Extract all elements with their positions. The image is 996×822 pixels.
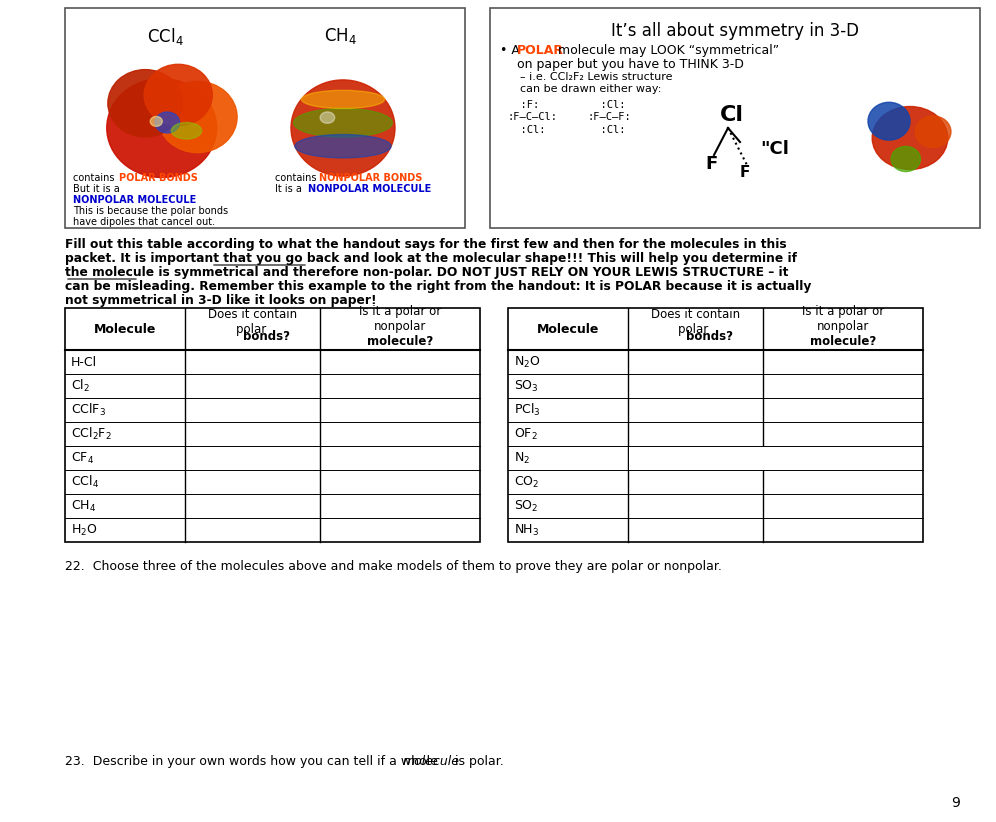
Ellipse shape — [150, 117, 162, 127]
Text: Cl$_2$: Cl$_2$ — [71, 378, 90, 394]
Text: POLAR BONDS: POLAR BONDS — [119, 173, 198, 183]
Text: This is because the polar bonds: This is because the polar bonds — [73, 206, 228, 216]
Text: SO$_3$: SO$_3$ — [514, 378, 539, 394]
Ellipse shape — [872, 107, 948, 169]
Text: PCl$_3$: PCl$_3$ — [514, 402, 541, 418]
Ellipse shape — [302, 90, 384, 109]
Text: CH$_4$: CH$_4$ — [324, 26, 357, 46]
Text: • A: • A — [500, 44, 524, 57]
Bar — [65, 308, 480, 542]
Text: the molecule is symmetrical and therefore non-polar. DO NOT JUST RELY ON YOUR LE: the molecule is symmetrical and therefor… — [65, 266, 789, 279]
Ellipse shape — [107, 78, 217, 178]
Ellipse shape — [868, 102, 910, 140]
Text: 9: 9 — [951, 796, 960, 810]
Text: 23.  Describe in your own words how you can tell if a whole: 23. Describe in your own words how you c… — [65, 755, 442, 768]
Ellipse shape — [295, 135, 391, 158]
Text: Cl: Cl — [720, 105, 744, 125]
Text: F: F — [705, 155, 717, 173]
Ellipse shape — [320, 112, 335, 123]
Text: Fill out this table according to what the handout says for the first few and the: Fill out this table according to what th… — [65, 238, 787, 251]
Text: It’s all about symmetry in 3-D: It’s all about symmetry in 3-D — [611, 22, 859, 40]
Ellipse shape — [915, 116, 951, 147]
Text: CCl$_2$F$_2$: CCl$_2$F$_2$ — [71, 426, 112, 442]
Text: molecule?: molecule? — [810, 335, 876, 348]
Text: 22.  Choose three of the molecules above and make models of them to prove they a: 22. Choose three of the molecules above … — [65, 560, 722, 573]
Text: CH$_4$: CH$_4$ — [71, 498, 97, 514]
Text: Is it a polar or
nonpolar: Is it a polar or nonpolar — [802, 305, 884, 333]
Text: – i.e. CCl₂F₂ Lewis structure: – i.e. CCl₂F₂ Lewis structure — [520, 72, 672, 82]
Text: bonds?: bonds? — [686, 330, 733, 343]
Text: molecule?: molecule? — [367, 335, 433, 348]
Text: NONPOLAR BONDS: NONPOLAR BONDS — [319, 173, 422, 183]
Text: N$_2$O: N$_2$O — [514, 354, 541, 370]
Ellipse shape — [891, 146, 920, 172]
Text: But it is a: But it is a — [73, 184, 120, 194]
Bar — [490, 8, 980, 228]
Text: N$_2$: N$_2$ — [514, 450, 530, 465]
Text: OF$_2$: OF$_2$ — [514, 427, 538, 441]
Ellipse shape — [171, 122, 201, 139]
Text: CF$_4$: CF$_4$ — [71, 450, 94, 465]
Text: :F:
:F–C–Cl:
  :Cl:: :F: :F–C–Cl: :Cl: — [508, 100, 558, 135]
Text: molecule may LOOK “symmetrical”: molecule may LOOK “symmetrical” — [554, 44, 779, 57]
Ellipse shape — [144, 64, 212, 126]
Text: bonds?: bonds? — [243, 330, 290, 343]
Text: can be drawn either way:: can be drawn either way: — [520, 84, 661, 94]
Text: CCl$_4$: CCl$_4$ — [146, 26, 183, 47]
Bar — [629, 446, 922, 469]
Ellipse shape — [294, 109, 392, 137]
Text: contains: contains — [73, 173, 118, 183]
Text: Molecule: Molecule — [94, 322, 156, 335]
Text: "Cl: "Cl — [760, 140, 789, 158]
Text: POLAR: POLAR — [517, 44, 564, 57]
Bar — [65, 8, 465, 228]
Text: CCl$_4$: CCl$_4$ — [71, 474, 99, 490]
Text: Does it contain
polar: Does it contain polar — [208, 308, 297, 336]
Text: NH$_3$: NH$_3$ — [514, 523, 539, 538]
Text: contains: contains — [275, 173, 320, 183]
Text: Is it a polar or
nonpolar: Is it a polar or nonpolar — [359, 305, 441, 333]
Ellipse shape — [291, 80, 395, 176]
Text: CO$_2$: CO$_2$ — [514, 474, 539, 490]
Text: H$_2$O: H$_2$O — [71, 523, 98, 538]
Text: NONPOLAR MOLECULE: NONPOLAR MOLECULE — [308, 184, 431, 194]
Text: CClF$_3$: CClF$_3$ — [71, 402, 107, 418]
Ellipse shape — [108, 70, 182, 137]
Text: SO$_2$: SO$_2$ — [514, 498, 539, 514]
Ellipse shape — [154, 112, 179, 133]
Text: molecule: molecule — [403, 755, 460, 768]
Text: is polar.: is polar. — [451, 755, 504, 768]
Text: on paper but you have to THINK 3-D: on paper but you have to THINK 3-D — [517, 58, 744, 71]
Text: NONPOLAR MOLECULE: NONPOLAR MOLECULE — [73, 195, 196, 205]
Text: Does it contain
polar: Does it contain polar — [651, 308, 740, 336]
Ellipse shape — [158, 81, 237, 153]
Text: not symmetrical in 3-D like it looks on paper!: not symmetrical in 3-D like it looks on … — [65, 294, 376, 307]
Text: F: F — [740, 165, 750, 180]
Text: It is a: It is a — [275, 184, 305, 194]
Text: packet. It is important that you go back and look at the molecular shape!!! This: packet. It is important that you go back… — [65, 252, 797, 265]
Text: Molecule: Molecule — [537, 322, 600, 335]
Text: H-Cl: H-Cl — [71, 355, 98, 368]
Text: have dipoles that cancel out.: have dipoles that cancel out. — [73, 217, 215, 227]
Text: :Cl:
:F–C–F:
  :Cl:: :Cl: :F–C–F: :Cl: — [588, 100, 631, 135]
Bar — [508, 308, 923, 542]
Text: can be misleading. Remember this example to the right from the handout: It is PO: can be misleading. Remember this example… — [65, 280, 812, 293]
